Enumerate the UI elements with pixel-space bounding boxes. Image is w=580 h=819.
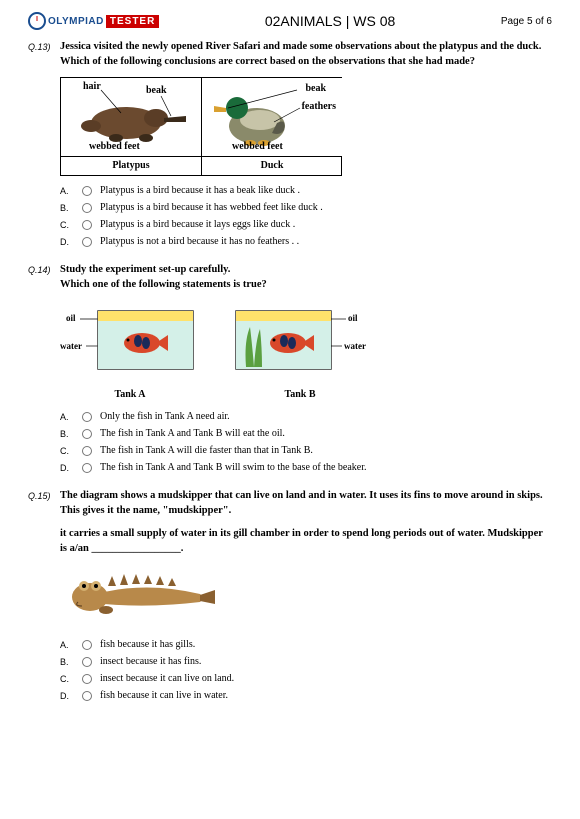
tank-b-oil-label: oil bbox=[348, 313, 358, 323]
logo: OLYMPIAD TESTER bbox=[28, 12, 159, 30]
header-title: 02ANIMALS | WS 08 bbox=[159, 13, 501, 29]
opt-letter: C. bbox=[60, 445, 74, 458]
q15-opt-a: fish because it has gills. bbox=[100, 638, 195, 652]
tank-a-oil-label: oil bbox=[66, 313, 76, 323]
q15-radio-c[interactable] bbox=[82, 674, 92, 684]
q13-radio-d[interactable] bbox=[82, 237, 92, 247]
q15-radio-b[interactable] bbox=[82, 657, 92, 667]
q14-opt-c: The fish in Tank A will die faster than … bbox=[100, 444, 313, 458]
q14-radio-a[interactable] bbox=[82, 412, 92, 422]
q13-opt-c: Platypus is a bird because it lays eggs … bbox=[100, 218, 295, 232]
platypus-beak-label: beak bbox=[146, 84, 167, 98]
page-header: OLYMPIAD TESTER 02ANIMALS | WS 08 Page 5… bbox=[28, 12, 552, 30]
duck-panel: beak feathers webbed feet Duck bbox=[202, 78, 342, 175]
q15-figure bbox=[60, 562, 220, 632]
duck-feathers-label: feathers bbox=[302, 100, 336, 114]
tank-b-water-label: water bbox=[344, 341, 366, 351]
platypus-hair-label: hair bbox=[83, 80, 101, 94]
q13-radio-c[interactable] bbox=[82, 220, 92, 230]
opt-letter: A. bbox=[60, 411, 74, 424]
worksheet-page: OLYMPIAD TESTER 02ANIMALS | WS 08 Page 5… bbox=[0, 0, 580, 819]
mudskipper-illustration bbox=[60, 562, 220, 632]
q13-radio-a[interactable] bbox=[82, 186, 92, 196]
q15-options: A. fish because it has gills. B. insect be… bbox=[60, 638, 552, 703]
tank-a-illustration: oil water bbox=[60, 301, 200, 381]
logo-text-olympiad: OLYMPIAD bbox=[48, 16, 104, 27]
q15-opt-b: insect because it has fins. bbox=[100, 655, 201, 669]
q15-opt-c: insect because it can live on land. bbox=[100, 672, 234, 686]
q14-opt-d: The fish in Tank A and Tank B will swim … bbox=[100, 461, 367, 475]
opt-letter: A. bbox=[60, 185, 74, 198]
opt-letter: D. bbox=[60, 690, 74, 703]
question-13: Q.13) Jessica visited the newly opened R… bbox=[28, 40, 552, 249]
q14-opt-b: The fish in Tank A and Tank B will eat t… bbox=[100, 427, 285, 441]
q14-radio-c[interactable] bbox=[82, 446, 92, 456]
question-15: Q.15) The diagram shows a mudskipper tha… bbox=[28, 489, 552, 703]
q14-number: Q.14) bbox=[28, 263, 54, 292]
q14-opt-a: Only the fish in Tank A need air. bbox=[100, 410, 230, 424]
tank-a: oil water Tank A bbox=[60, 301, 200, 403]
q15-radio-a[interactable] bbox=[82, 640, 92, 650]
tank-b: oil water Tank B bbox=[230, 301, 370, 403]
q13-opt-b: Platypus is a bird because it has webbed… bbox=[100, 201, 323, 215]
q14-text: Study the experiment set-up carefully. W… bbox=[60, 263, 552, 292]
duck-caption: Duck bbox=[202, 156, 342, 175]
logo-text-tester: TESTER bbox=[106, 15, 159, 28]
opt-letter: B. bbox=[60, 656, 74, 669]
q14-radio-b[interactable] bbox=[82, 429, 92, 439]
q15-radio-d[interactable] bbox=[82, 691, 92, 701]
tank-a-caption: Tank A bbox=[60, 388, 200, 402]
duck-feet-label: webbed feet bbox=[232, 140, 283, 154]
opt-letter: D. bbox=[60, 462, 74, 475]
tank-a-water-label: water bbox=[60, 341, 82, 351]
tank-b-illustration: oil water bbox=[230, 301, 370, 381]
q14-radio-d[interactable] bbox=[82, 463, 92, 473]
q13-opt-d: Platypus is not a bird because it has no… bbox=[100, 235, 299, 249]
q14-figure: oil water Tank A bbox=[60, 301, 552, 403]
q15-text: The diagram shows a mudskipper that can … bbox=[60, 489, 552, 556]
q13-figure: hair beak webbed feet Platypus bbox=[60, 77, 552, 176]
duck-beak-label: beak bbox=[305, 82, 326, 96]
q15-opt-d: fish because it can live in water. bbox=[100, 689, 228, 703]
tank-b-caption: Tank B bbox=[230, 388, 370, 402]
platypus-panel: hair beak webbed feet Platypus bbox=[61, 78, 202, 175]
q15-text-p1: The diagram shows a mudskipper that can … bbox=[60, 489, 552, 518]
q13-opt-a: Platypus is a bird because it has a beak… bbox=[100, 184, 300, 198]
opt-letter: B. bbox=[60, 202, 74, 215]
platypus-feet-label: webbed feet bbox=[89, 140, 140, 154]
opt-letter: C. bbox=[60, 219, 74, 232]
opt-letter: C. bbox=[60, 673, 74, 686]
q13-number: Q.13) bbox=[28, 40, 54, 69]
q13-text: Jessica visited the newly opened River S… bbox=[60, 40, 552, 69]
q15-number: Q.15) bbox=[28, 489, 54, 556]
opt-letter: B. bbox=[60, 428, 74, 441]
clock-icon bbox=[28, 12, 46, 30]
q13-radio-b[interactable] bbox=[82, 203, 92, 213]
page-number: Page 5 of 6 bbox=[501, 16, 552, 27]
platypus-caption: Platypus bbox=[61, 156, 201, 175]
question-14: Q.14) Study the experiment set-up carefu… bbox=[28, 263, 552, 475]
opt-letter: A. bbox=[60, 639, 74, 652]
q15-text-p2: it carries a small supply of water in it… bbox=[60, 527, 552, 556]
q14-options: A. Only the fish in Tank A need air. B. Th… bbox=[60, 410, 552, 475]
q13-options: A. Platypus is a bird because it has a be… bbox=[60, 184, 552, 249]
opt-letter: D. bbox=[60, 236, 74, 249]
